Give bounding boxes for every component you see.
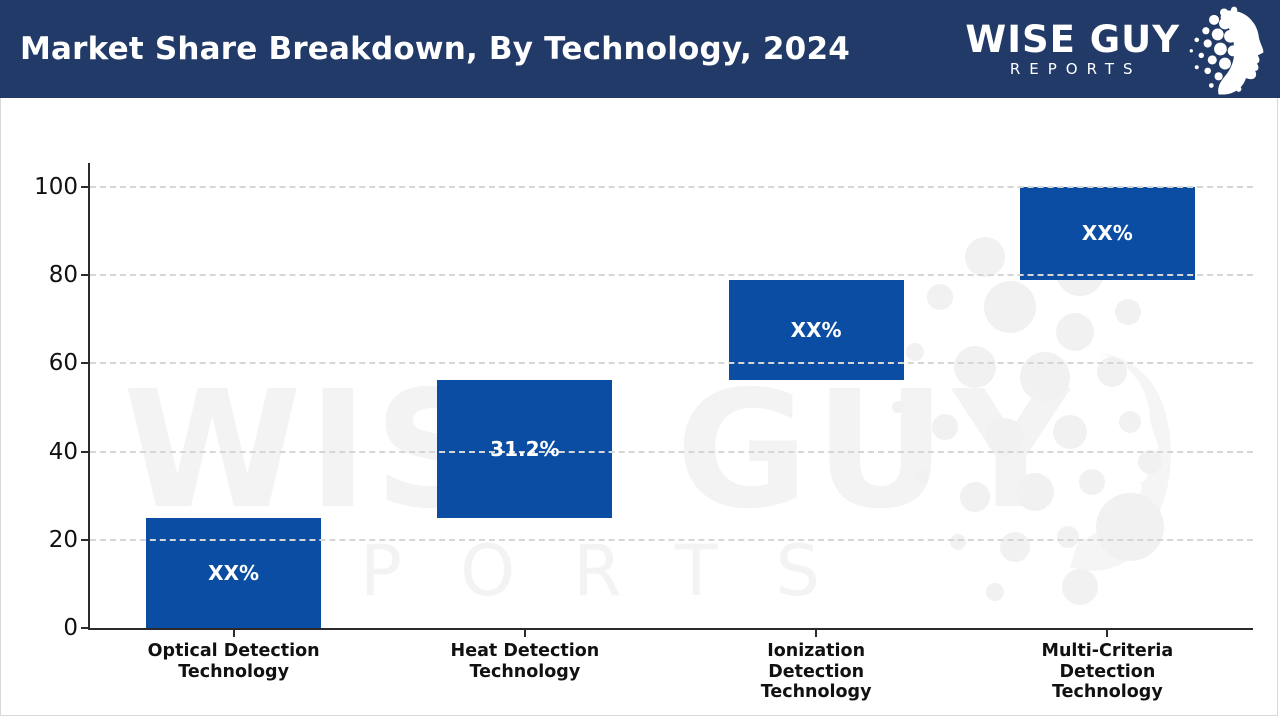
bar-value-label-1: XX% — [208, 560, 260, 585]
gridline-40 — [90, 450, 1253, 453]
category-label-line: Ionization — [767, 641, 866, 661]
brand-logo-text: WISE GUY REPORTS — [965, 21, 1180, 77]
ytick-label-40: 40 — [48, 438, 78, 465]
category-label-line: Heat Detection — [450, 641, 600, 661]
category-label-line: Detection — [1059, 661, 1156, 682]
category-label-line: Technology — [469, 661, 581, 682]
category-label-2: Heat Detection Technology — [451, 641, 600, 682]
gridline-100 — [90, 186, 1253, 188]
page-title: Market Share Breakdown, By Technology, 2… — [20, 31, 850, 67]
ytick-mark-100 — [81, 186, 89, 188]
xtick-mark-3 — [815, 630, 818, 637]
xtick-mark-4 — [1106, 630, 1109, 637]
y-axis-line — [88, 163, 90, 630]
ytick-label-20: 20 — [48, 526, 78, 553]
x-axis-line — [88, 628, 1253, 630]
bar-value-label-3: XX% — [790, 317, 842, 342]
xtick-mark-2 — [523, 630, 526, 637]
ytick-mark-60 — [81, 362, 89, 365]
category-label-1: Optical Detection Technology — [148, 641, 320, 682]
ytick-mark-80 — [81, 274, 89, 277]
category-label-line: Technology — [178, 661, 290, 682]
bar-value-label-4: XX% — [1081, 221, 1133, 246]
ytick-mark-0 — [81, 627, 89, 629]
wiseguy-head-icon — [1189, 6, 1264, 95]
ytick-mark-40 — [81, 450, 89, 453]
category-label-line: Technology — [760, 682, 872, 702]
brand-logo: WISE GUY REPORTS — [965, 3, 1266, 95]
category-label-4: Multi-Criteria Detection Technology — [1042, 641, 1174, 703]
category-label-line: Detection — [768, 661, 865, 682]
bar-1 — [146, 517, 322, 628]
gridline-20 — [90, 538, 1253, 541]
bar-4 — [1019, 187, 1195, 280]
gridline-60 — [90, 362, 1253, 365]
ytick-label-60: 60 — [48, 350, 78, 377]
brand-subtitle: REPORTS — [1009, 60, 1142, 78]
category-label-line: Technology — [1051, 682, 1163, 702]
category-label-3: Ionization Detection Technology — [761, 641, 872, 703]
ytick-label-0: 0 — [63, 615, 78, 641]
ytick-mark-20 — [81, 538, 89, 541]
brand-name: WISE GUY — [965, 18, 1180, 61]
category-label-line: Optical Detection — [147, 641, 320, 661]
bar-2 — [437, 380, 613, 518]
bar-value-label-2: 31.2% — [490, 436, 560, 461]
gridline-80 — [90, 274, 1253, 277]
header-bar: Market Share Breakdown, By Technology, 2… — [0, 0, 1280, 98]
ytick-label-100: 100 — [34, 174, 78, 200]
xtick-mark-1 — [232, 630, 235, 637]
ytick-label-80: 80 — [48, 262, 78, 289]
category-label-line: Multi-Criteria — [1041, 641, 1174, 661]
